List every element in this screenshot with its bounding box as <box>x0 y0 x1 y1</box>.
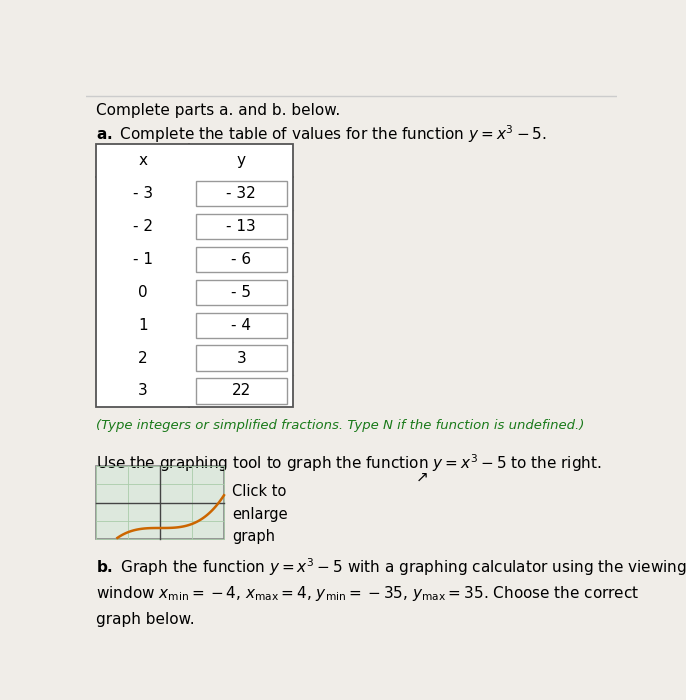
Text: ↗: ↗ <box>415 470 428 485</box>
Text: - 6: - 6 <box>231 252 251 267</box>
FancyBboxPatch shape <box>196 312 287 338</box>
Text: - 3: - 3 <box>133 186 153 201</box>
Text: - 5: - 5 <box>231 285 251 300</box>
Text: 1: 1 <box>138 318 147 332</box>
Text: x: x <box>139 153 147 168</box>
Text: $\mathbf{a.}$ Complete the table of values for the function $y = x^3 - 5$.: $\mathbf{a.}$ Complete the table of valu… <box>96 122 547 144</box>
Text: - 2: - 2 <box>133 219 153 234</box>
Text: 2: 2 <box>138 351 147 365</box>
Text: Click to
enlarge
graph: Click to enlarge graph <box>232 484 287 544</box>
Text: - 4: - 4 <box>231 318 251 332</box>
Text: 22: 22 <box>232 384 251 398</box>
Text: Use the graphing tool to graph the function $y = x^3 - 5$ to the right.: Use the graphing tool to graph the funct… <box>96 453 602 475</box>
FancyBboxPatch shape <box>96 466 224 539</box>
Text: graph below.: graph below. <box>96 612 195 627</box>
Text: - 1: - 1 <box>133 252 153 267</box>
Text: - 13: - 13 <box>226 219 256 234</box>
Text: (Type integers or simplified fractions. Type N if the function is undefined.): (Type integers or simplified fractions. … <box>96 419 584 433</box>
FancyBboxPatch shape <box>196 181 287 206</box>
FancyBboxPatch shape <box>196 345 287 371</box>
Text: 3: 3 <box>237 351 246 365</box>
FancyBboxPatch shape <box>196 247 287 272</box>
Text: Complete parts a. and b. below.: Complete parts a. and b. below. <box>96 103 341 118</box>
Text: 3: 3 <box>138 384 147 398</box>
FancyBboxPatch shape <box>196 378 287 404</box>
Text: - 32: - 32 <box>226 186 256 201</box>
Text: 0: 0 <box>138 285 147 300</box>
Text: y: y <box>237 153 246 168</box>
Text: window $x_{\min} = -4$, $x_{\max} = 4$, $y_{\min} = -35$, $y_{\max} = 35$. Choos: window $x_{\min} = -4$, $x_{\max} = 4$, … <box>96 584 640 603</box>
FancyBboxPatch shape <box>96 144 293 407</box>
FancyBboxPatch shape <box>196 214 287 239</box>
FancyBboxPatch shape <box>196 280 287 305</box>
Text: $\mathbf{b.}$ Graph the function $y = x^3 - 5$ with a graphing calculator using : $\mathbf{b.}$ Graph the function $y = x^… <box>96 556 686 578</box>
